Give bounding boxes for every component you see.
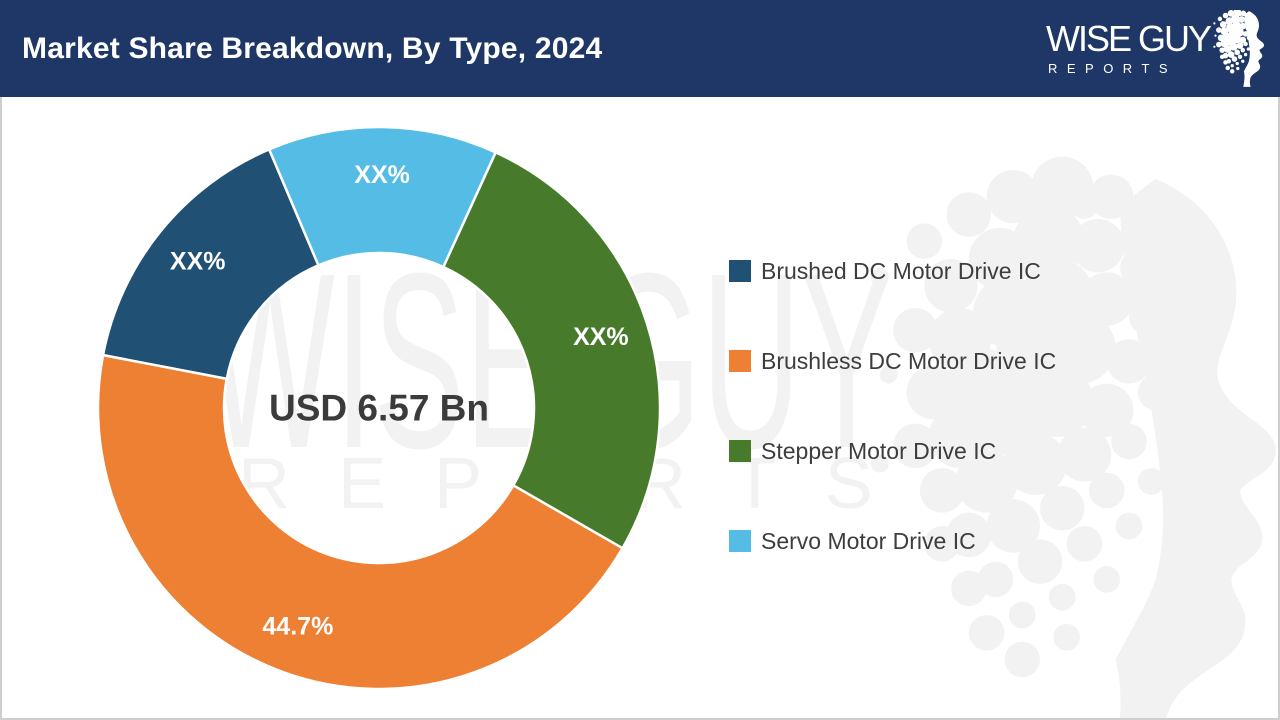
brand-subname: REPORTS <box>1047 61 1178 76</box>
face-dot <box>1238 12 1242 16</box>
face-dot <box>1243 52 1248 56</box>
page-title: Market Share Breakdown, By Type, 2024 <box>22 31 603 65</box>
face-dot <box>1238 15 1246 23</box>
face-dot <box>1243 41 1248 46</box>
face-dot <box>1219 46 1225 53</box>
donut-segment-3 <box>267 125 497 269</box>
face-dot <box>1225 65 1230 70</box>
face-dot <box>1240 10 1247 16</box>
face-dot <box>1235 61 1239 65</box>
face-dot <box>1232 34 1242 43</box>
segment-value-label-3: XX% <box>354 161 410 189</box>
face-dot <box>1227 9 1235 17</box>
legend-item-brushless: Brushless DC Motor Drive IC <box>729 347 1057 374</box>
header-bar: Market Share Breakdown, By Type, 2024 WI… <box>0 0 1280 97</box>
legend-label: Brushless DC Motor Drive IC <box>761 347 1057 374</box>
face-dot <box>1229 68 1235 74</box>
face-dot <box>1231 13 1240 23</box>
face-dot <box>1222 12 1229 18</box>
face-dot <box>1231 55 1238 62</box>
face-dot <box>1230 63 1234 67</box>
face-dot <box>1246 35 1252 40</box>
segment-value-label-2: XX% <box>573 323 629 351</box>
face-dot <box>1213 21 1216 24</box>
face-dot <box>1234 27 1244 37</box>
legend-swatch-brushless <box>729 350 751 372</box>
face-dot <box>1237 54 1243 59</box>
face-dot <box>1223 59 1228 65</box>
face-dot <box>1216 26 1222 33</box>
donut-segments: XX% 44.7% XX% XX% <box>96 125 662 691</box>
face-dot <box>1219 20 1227 28</box>
face-dot <box>1217 16 1223 21</box>
legend-label: Brushed DC Motor Drive IC <box>761 257 1041 284</box>
face-dot <box>1240 47 1246 52</box>
face-dot <box>1229 42 1238 51</box>
face-dot <box>1239 36 1247 43</box>
face-dot <box>1241 59 1245 63</box>
face-dot <box>1246 46 1251 51</box>
segment-value-label-0: XX% <box>170 248 226 276</box>
segment-value-label-1: 44.7% <box>262 612 333 640</box>
face-dot <box>1232 20 1242 30</box>
legend-label: Servo Motor Drive IC <box>761 527 976 554</box>
face-dot <box>1236 41 1244 49</box>
face-dot <box>1242 30 1249 37</box>
face-dot <box>1213 45 1216 48</box>
legend-label: Stepper Motor Drive IC <box>761 437 997 464</box>
legend-item-servo: Servo Motor Drive IC <box>729 527 1056 554</box>
donut-segment-0 <box>101 148 320 381</box>
face-dot <box>1219 54 1225 59</box>
donut-segment-1 <box>96 353 624 691</box>
face-dot <box>1244 19 1249 24</box>
face-dot <box>1245 25 1251 31</box>
chart-legend: Brushed DC Motor Drive IC Brushless DC M… <box>729 257 1057 554</box>
donut-chart: XX% 44.7% XX% XX% USD 6.57 Bn <box>96 125 662 691</box>
face-dot <box>1234 49 1240 55</box>
legend-swatch-stepper <box>729 440 751 462</box>
face-dot <box>1239 22 1247 29</box>
face-dot <box>1249 23 1253 27</box>
face-dot <box>1223 44 1232 53</box>
face-dot <box>1216 41 1222 47</box>
brand-logo: WISE GUY REPORTS <box>1046 6 1268 91</box>
face-dot <box>1236 66 1240 70</box>
face-dot <box>1245 13 1251 18</box>
legend-swatch-brushed <box>729 260 751 282</box>
face-dot <box>1227 50 1235 58</box>
face-dot <box>1243 16 1248 21</box>
legend-swatch-servo <box>729 530 751 552</box>
brand-name: WISE GUY <box>1045 18 1212 59</box>
donut-center-value: USD 6.57 Bn <box>269 388 489 429</box>
donut-segment-2 <box>442 151 662 550</box>
brand-text: WISE GUY REPORTS <box>1045 18 1212 77</box>
wiseguy-face-icon <box>1213 9 1264 87</box>
face-dot <box>1214 34 1217 37</box>
face-dot <box>1217 34 1225 41</box>
face-dot <box>1248 30 1252 34</box>
legend-item-stepper: Stepper Motor Drive IC <box>729 437 1056 464</box>
legend-item-brushed: Brushed DC Motor Drive IC <box>729 257 1056 284</box>
